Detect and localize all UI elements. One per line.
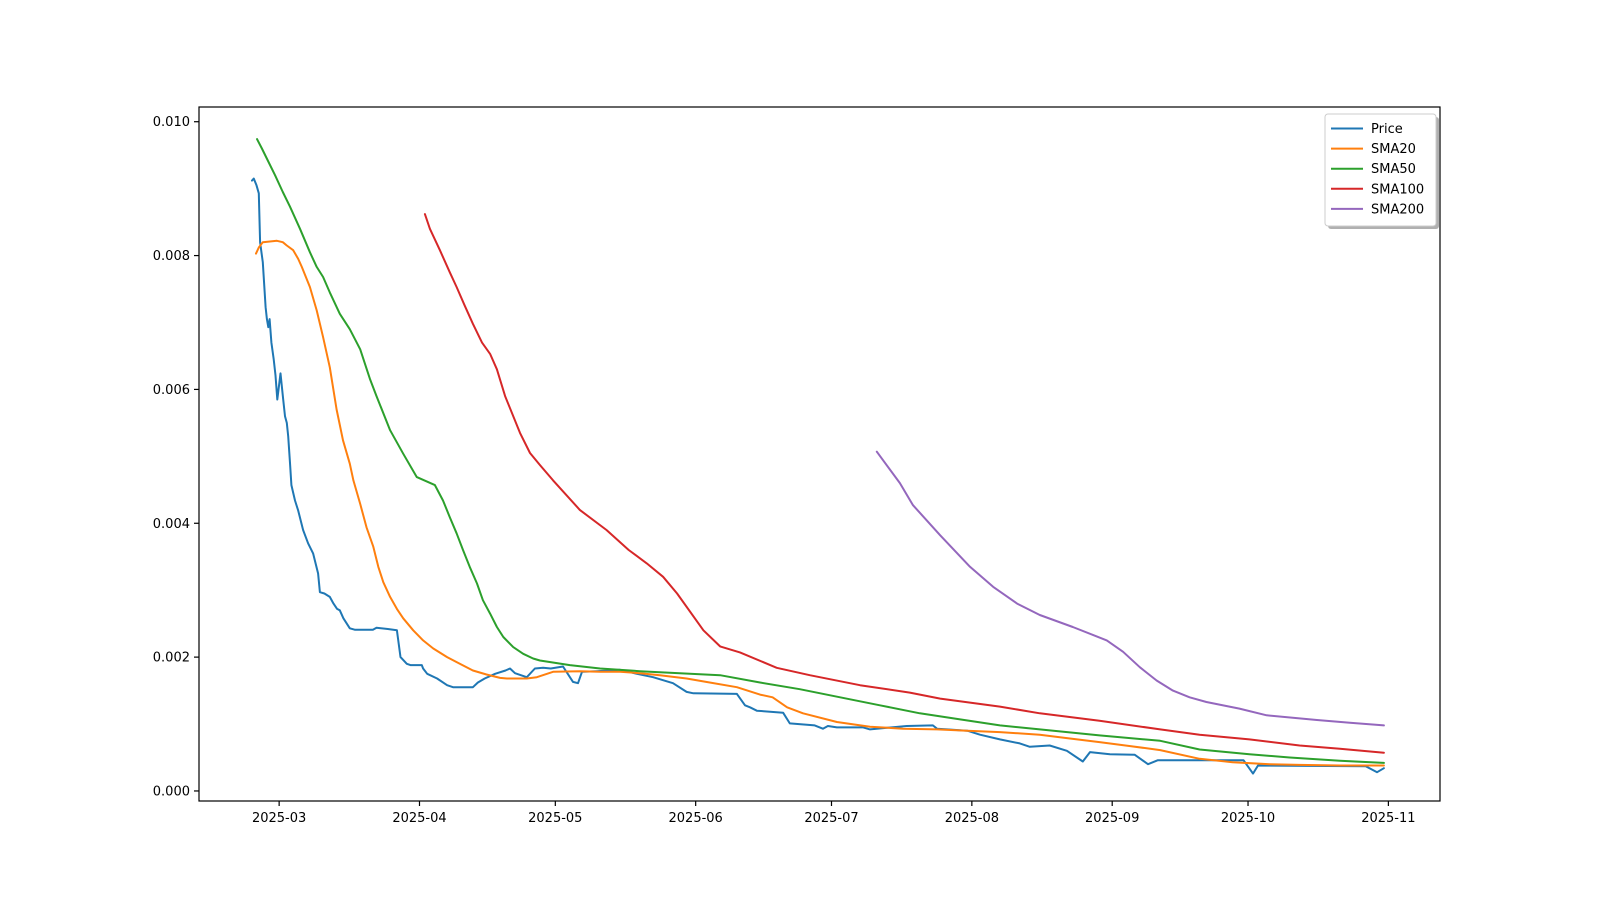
legend: Price SMA20 SMA50 SMA100 SMA200 [1324,113,1439,229]
series-group [251,138,1385,775]
y-tick-label: 0.004 [153,517,190,532]
y-tick-label: 0.008 [153,249,190,264]
legend-box [1324,113,1437,227]
x-tick-label: 2025-10 [1221,811,1275,826]
y-tick-label: 0.010 [153,115,190,130]
plot-border [198,106,1441,802]
series-line-sma200 [875,450,1385,727]
series-line-sma100 [423,213,1385,754]
x-tick-label: 2025-03 [252,811,306,826]
series-line-price [251,177,1385,775]
x-axis: 2025-03 2025-04 2025-05 2025-06 2025-07 2025-… [252,801,1416,826]
legend-label-sma200: SMA200 [1371,202,1424,217]
x-tick-label: 2025-11 [1361,811,1415,826]
y-tick-label: 0.000 [153,784,190,799]
y-axis: 0.000 0.002 0.004 0.006 0.008 0.010 [153,115,199,799]
legend-label-sma50: SMA50 [1371,162,1416,177]
legend-label-sma100: SMA100 [1371,182,1424,197]
legend-label-sma20: SMA20 [1371,142,1416,157]
plot-area [199,107,1440,801]
y-tick-label: 0.002 [153,651,190,666]
x-tick-label: 2025-07 [804,811,858,826]
x-tick-label: 2025-05 [528,811,582,826]
x-tick-label: 2025-04 [392,811,446,826]
y-tick-label: 0.006 [153,383,190,398]
series-line-sma50 [256,138,1385,764]
legend-label-price: Price [1371,122,1403,137]
x-tick-label: 2025-09 [1085,811,1139,826]
x-tick-label: 2025-08 [945,811,999,826]
series-line-sma20 [255,239,1385,767]
x-tick-label: 2025-06 [669,811,723,826]
